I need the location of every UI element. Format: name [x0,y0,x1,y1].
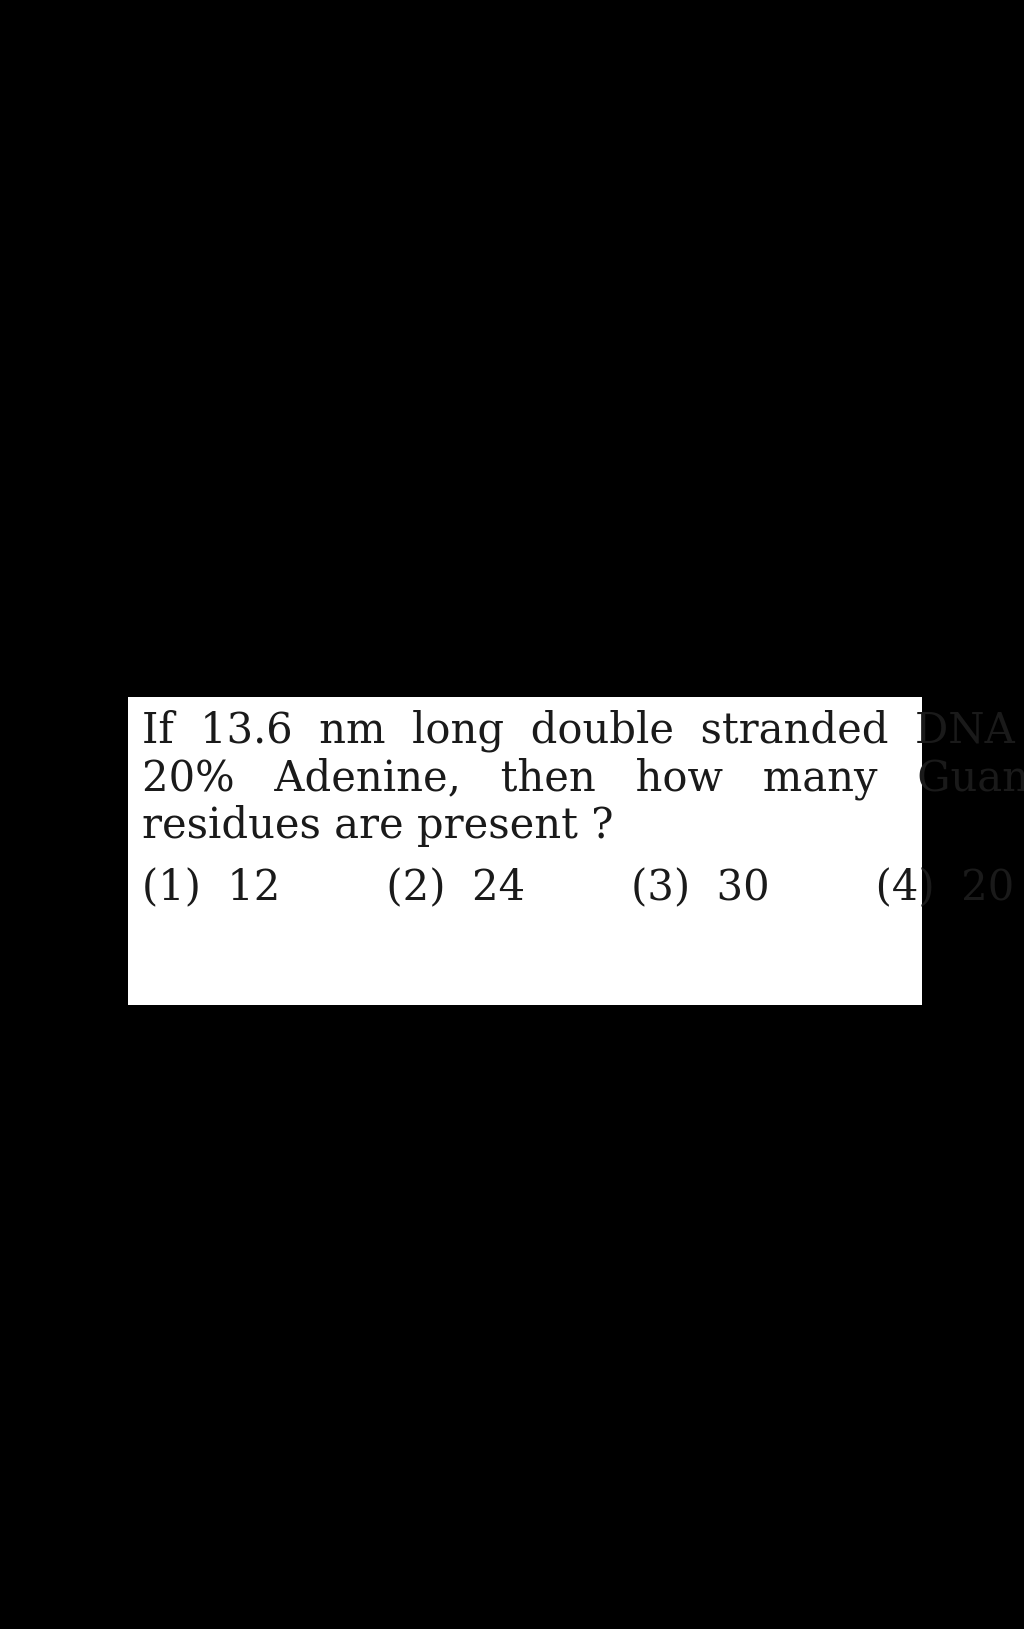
Text: 20%   Adenine,   then   how   many   Guanine: 20% Adenine, then how many Guanine [142,757,1024,800]
Text: If  13.6  nm  long  double  stranded  DNA  has: If 13.6 nm long double stranded DNA has [142,710,1024,753]
Text: (1)  12        (2)  24        (3)  30        (4)  20: (1) 12 (2) 24 (3) 30 (4) 20 [142,867,1015,909]
FancyBboxPatch shape [128,697,922,1005]
Text: residues are present ?: residues are present ? [142,805,613,847]
